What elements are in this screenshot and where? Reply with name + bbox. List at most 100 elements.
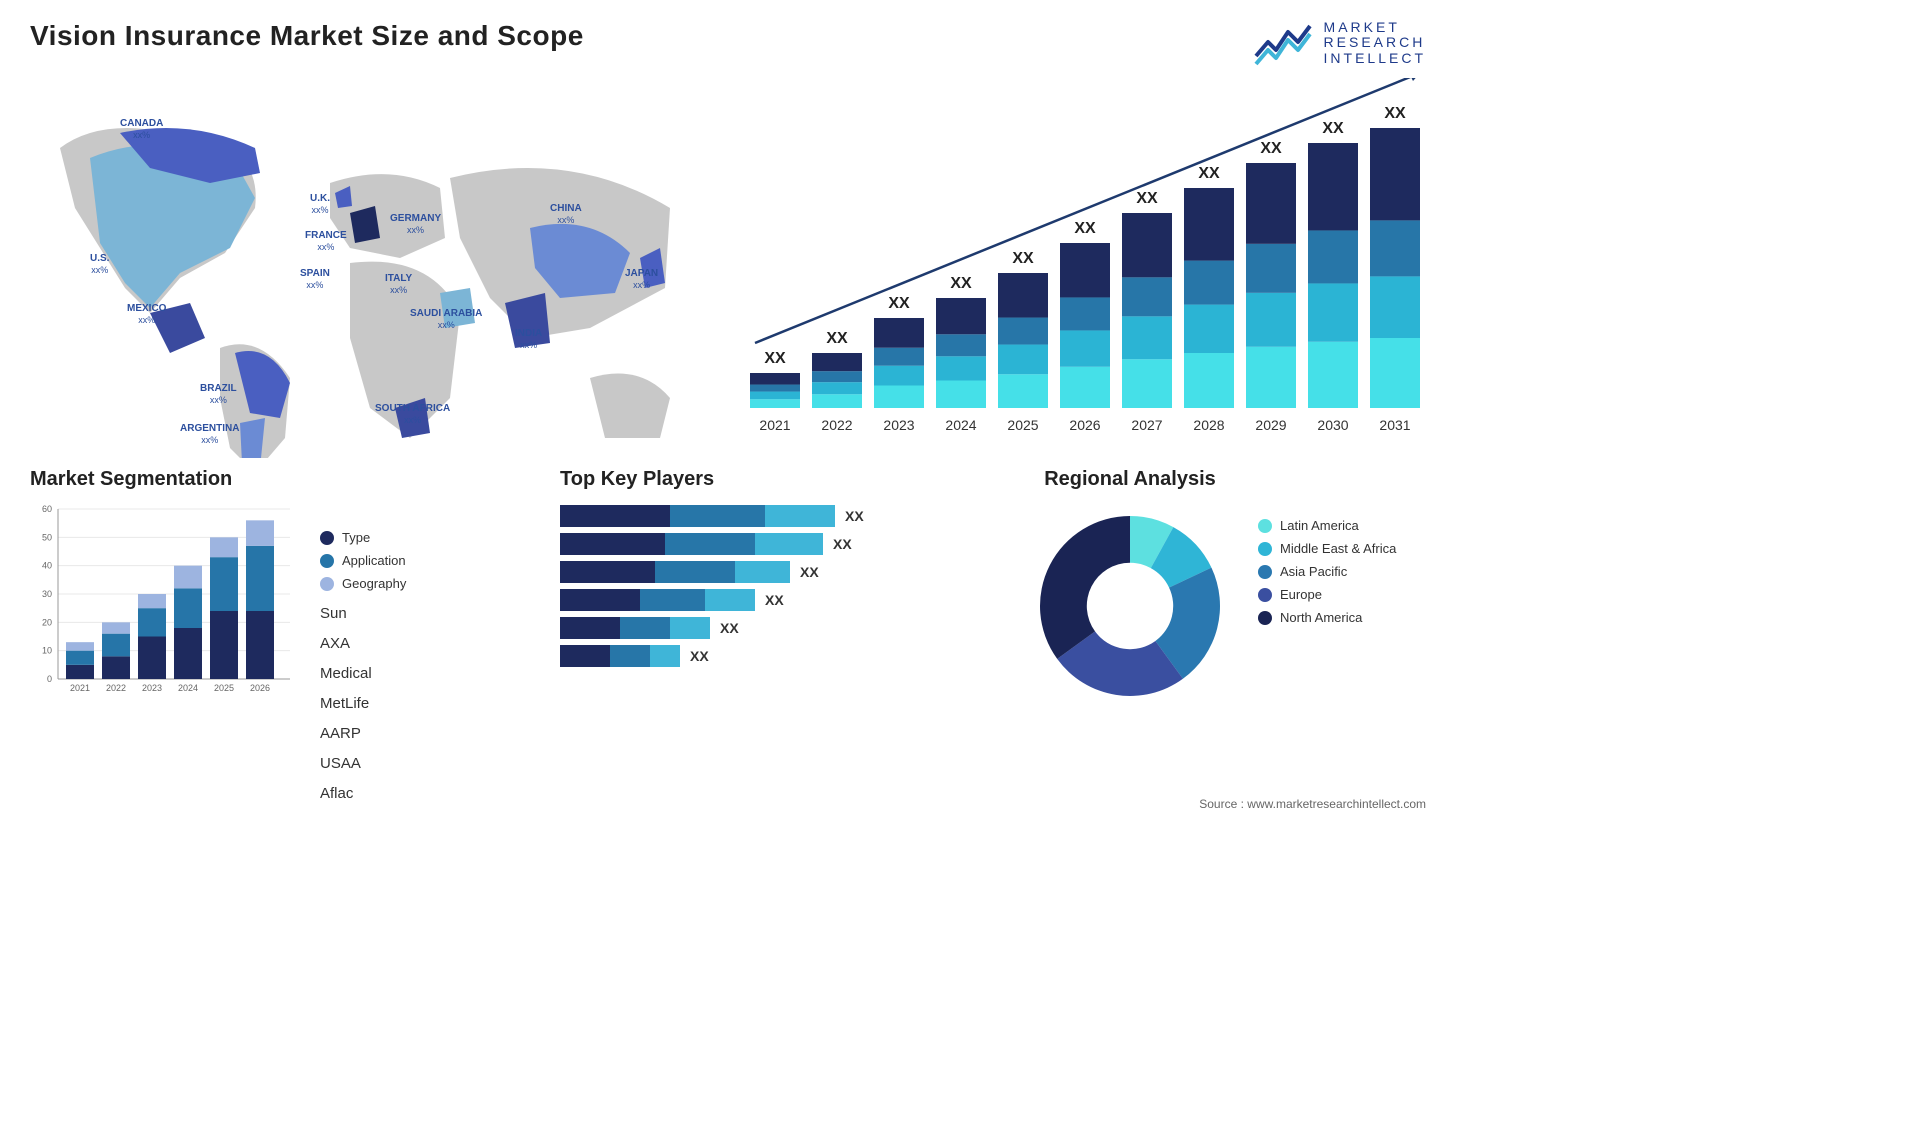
- svg-text:2030: 2030: [1317, 417, 1348, 433]
- player-bar-segment: [650, 645, 680, 667]
- player-bar: [560, 533, 823, 555]
- brand-logo: MARKET RESEARCH INTELLECT: [1254, 20, 1426, 66]
- region-legend-item: Latin America: [1258, 518, 1396, 533]
- map-country-label: SAUDI ARABIAxx%: [410, 308, 482, 330]
- source-text: Source : www.marketresearchintellect.com: [1199, 797, 1426, 811]
- svg-text:0: 0: [47, 674, 52, 684]
- map-country-label: SOUTH AFRICAxx%: [375, 403, 450, 425]
- segmentation-legend: TypeApplicationGeography: [320, 530, 406, 591]
- key-player-name: USAA: [320, 749, 406, 779]
- player-bar-value: XX: [765, 592, 784, 608]
- svg-text:2022: 2022: [821, 417, 852, 433]
- svg-text:2023: 2023: [142, 683, 162, 693]
- region-legend-item: Europe: [1258, 587, 1396, 602]
- svg-text:2027: 2027: [1131, 417, 1162, 433]
- player-bar-segment: [670, 617, 710, 639]
- svg-text:2026: 2026: [1069, 417, 1100, 433]
- player-bar-segment: [765, 505, 835, 527]
- key-player-name: AARP: [320, 719, 406, 749]
- svg-text:XX: XX: [1260, 140, 1282, 157]
- player-bar-segment: [560, 617, 620, 639]
- player-bar-segment: [755, 533, 823, 555]
- key-player-name: AXA: [320, 629, 406, 659]
- key-player-name: Aflac: [320, 779, 406, 809]
- svg-text:10: 10: [42, 646, 52, 656]
- logo-line3: INTELLECT: [1324, 51, 1426, 66]
- region-legend-item: Middle East & Africa: [1258, 541, 1396, 556]
- svg-text:XX: XX: [826, 330, 848, 347]
- svg-text:2029: 2029: [1255, 417, 1286, 433]
- svg-text:2023: 2023: [883, 417, 914, 433]
- growth-chart: XX2021XX2022XX2023XX2024XX2025XX2026XX20…: [730, 78, 1430, 458]
- key-player-name: Sun: [320, 599, 406, 629]
- logo-line2: RESEARCH: [1324, 35, 1426, 50]
- player-bar-segment: [560, 505, 670, 527]
- key-players-name-list: SunAXAMedicalMetLifeAARPUSAAAflac: [320, 599, 406, 809]
- region-legend-item: North America: [1258, 610, 1396, 625]
- svg-text:2025: 2025: [214, 683, 234, 693]
- key-players-chart: XX XX XX XX XX XX: [560, 505, 990, 667]
- svg-text:XX: XX: [950, 275, 972, 292]
- svg-text:60: 60: [42, 504, 52, 514]
- player-bar-segment: [610, 645, 650, 667]
- player-bar-segment: [735, 561, 790, 583]
- player-bar-row: XX: [560, 561, 990, 583]
- map-country-label: U.S.xx%: [90, 253, 109, 275]
- player-bar: [560, 505, 835, 527]
- svg-text:XX: XX: [1384, 105, 1406, 122]
- legend-item: Application: [320, 553, 406, 568]
- svg-text:XX: XX: [1074, 220, 1096, 237]
- player-bar-row: XX: [560, 645, 990, 667]
- player-bar: [560, 617, 710, 639]
- svg-text:2025: 2025: [1007, 417, 1038, 433]
- segmentation-title: Market Segmentation: [30, 468, 290, 491]
- svg-text:XX: XX: [1322, 120, 1344, 137]
- regional-legend: Latin America Middle East & Africa Asia Pa…: [1258, 518, 1396, 809]
- legend-item: Type: [320, 530, 406, 545]
- player-bar-segment: [655, 561, 735, 583]
- key-player-name: Medical: [320, 659, 406, 689]
- svg-text:2024: 2024: [178, 683, 198, 693]
- map-country-label: BRAZILxx%: [200, 383, 237, 405]
- player-bar: [560, 589, 755, 611]
- player-bar-segment: [560, 533, 665, 555]
- player-bar: [560, 645, 680, 667]
- key-player-name: MetLife: [320, 689, 406, 719]
- player-bar-value: XX: [845, 508, 864, 524]
- player-bar-segment: [640, 589, 705, 611]
- player-bar-value: XX: [833, 536, 852, 552]
- map-country-label: CANADAxx%: [120, 118, 163, 140]
- map-country-label: SPAINxx%: [300, 268, 330, 290]
- segmentation-chart: 0102030405060202120222023202420252026: [30, 501, 290, 706]
- svg-text:XX: XX: [1136, 190, 1158, 207]
- svg-text:XX: XX: [764, 350, 786, 367]
- svg-text:30: 30: [42, 589, 52, 599]
- svg-text:2021: 2021: [70, 683, 90, 693]
- player-bar-segment: [560, 561, 655, 583]
- player-bar-value: XX: [690, 648, 709, 664]
- map-country-label: CHINAxx%: [550, 203, 582, 225]
- svg-text:2031: 2031: [1379, 417, 1410, 433]
- map-country-label: MEXICOxx%: [127, 303, 166, 325]
- player-bar-segment: [705, 589, 755, 611]
- svg-text:XX: XX: [888, 295, 910, 312]
- svg-text:40: 40: [42, 561, 52, 571]
- player-bar-segment: [560, 645, 610, 667]
- map-country-label: INDIAxx%: [515, 328, 542, 350]
- map-country-label: ARGENTINAxx%: [180, 423, 239, 445]
- player-bar-row: XX: [560, 589, 990, 611]
- svg-text:XX: XX: [1198, 165, 1220, 182]
- page-title: Vision Insurance Market Size and Scope: [30, 20, 584, 52]
- map-country-label: ITALYxx%: [385, 273, 412, 295]
- player-bar-segment: [620, 617, 670, 639]
- player-bar-row: XX: [560, 505, 990, 527]
- region-legend-item: Asia Pacific: [1258, 564, 1396, 579]
- svg-text:20: 20: [42, 618, 52, 628]
- map-country-label: GERMANYxx%: [390, 213, 441, 235]
- player-bar-segment: [670, 505, 765, 527]
- player-bar-segment: [665, 533, 755, 555]
- svg-text:XX: XX: [1012, 250, 1034, 267]
- player-bar: [560, 561, 790, 583]
- key-players-title: Top Key Players: [560, 468, 990, 491]
- player-bar-value: XX: [720, 620, 739, 636]
